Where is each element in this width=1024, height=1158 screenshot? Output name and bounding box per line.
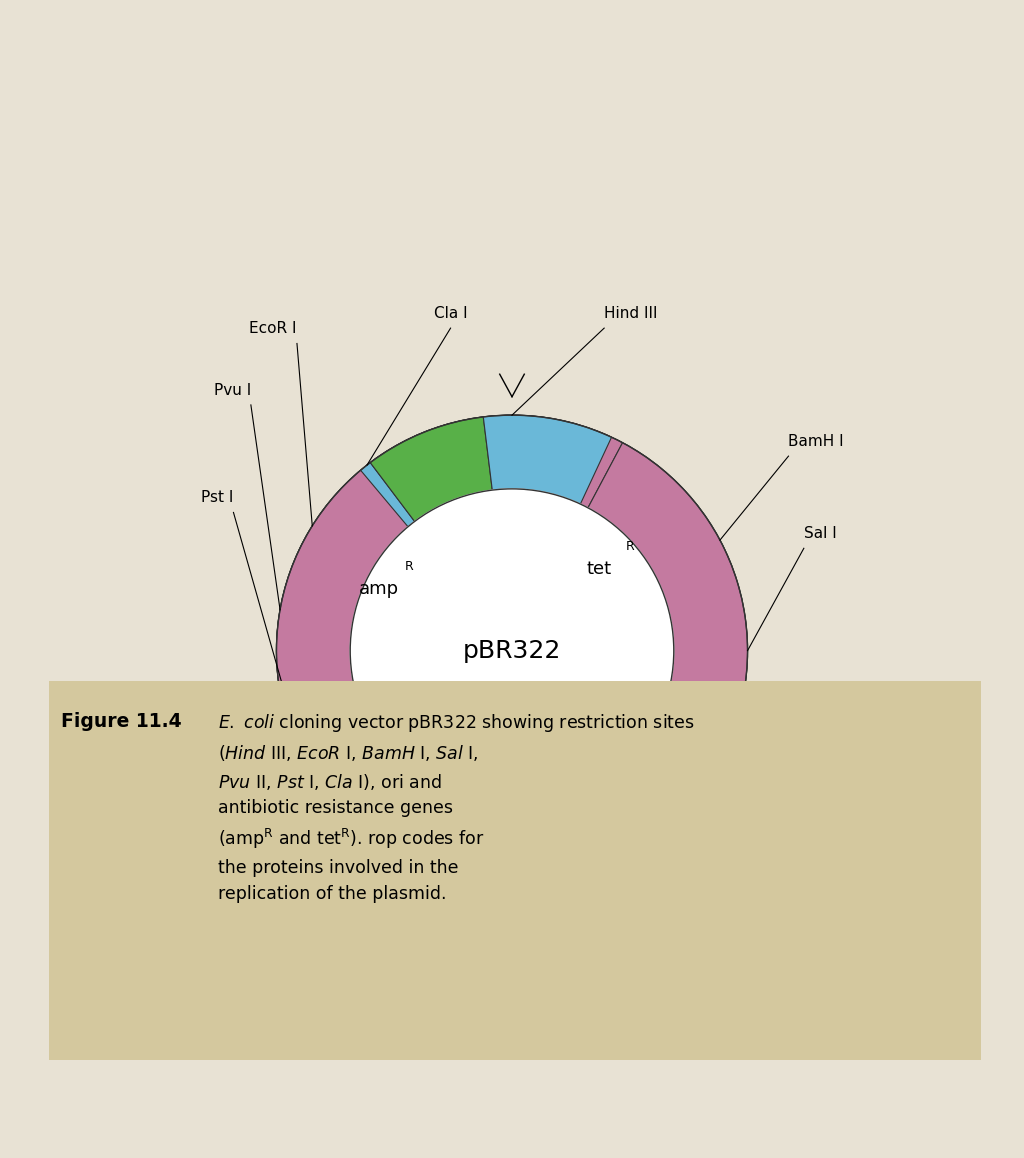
Text: Figure 11.4: Figure 11.4 [61, 712, 182, 731]
Text: amp: amp [358, 580, 399, 599]
Text: R: R [626, 540, 634, 552]
Wedge shape [360, 416, 512, 527]
Text: Pvu I: Pvu I [214, 383, 251, 397]
Text: Sal I: Sal I [804, 526, 837, 541]
Text: Pvu II: Pvu II [502, 896, 543, 911]
Text: EcoR I: EcoR I [250, 321, 297, 336]
Wedge shape [371, 417, 493, 521]
Text: BamH I: BamH I [788, 434, 844, 449]
Wedge shape [439, 805, 573, 886]
Wedge shape [554, 442, 748, 878]
Wedge shape [276, 470, 611, 886]
FancyBboxPatch shape [49, 681, 981, 1061]
Text: rop: rop [508, 745, 537, 762]
Wedge shape [276, 598, 366, 750]
Wedge shape [512, 416, 623, 508]
Text: Cla I: Cla I [434, 306, 467, 321]
Text: Hind III: Hind III [604, 306, 657, 321]
Wedge shape [276, 416, 748, 886]
Text: R: R [406, 560, 414, 573]
Text: pBR322: pBR322 [463, 639, 561, 662]
Wedge shape [299, 719, 462, 874]
Wedge shape [483, 416, 611, 504]
Circle shape [350, 489, 674, 813]
Wedge shape [283, 462, 415, 614]
Text: ori: ori [375, 728, 399, 747]
Text: tet: tet [587, 559, 611, 578]
Text: $\it{E.\ coli}$ cloning vector pBR322 showing restriction sites
($\it{Hind}$ III: $\it{E.\ coli}$ cloning vector pBR322 sh… [218, 712, 694, 903]
Text: Pst I: Pst I [201, 490, 233, 505]
